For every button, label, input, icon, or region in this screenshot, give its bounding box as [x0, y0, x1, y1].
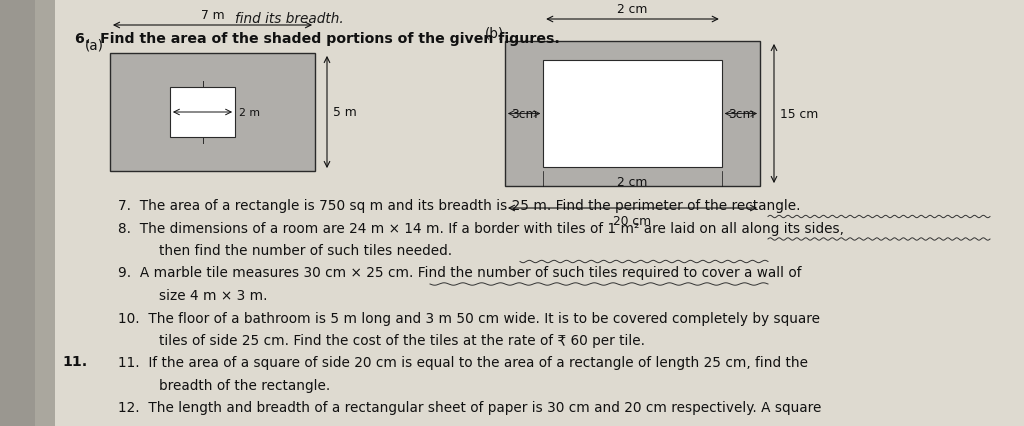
- Text: 7.  The area of a rectangle is 750 sq m and its breadth is 25 m. Find the perime: 7. The area of a rectangle is 750 sq m a…: [118, 199, 801, 213]
- Bar: [170, 88, 234, 138]
- Text: 6.  Find the area of the shaded portions of the given figures.: 6. Find the area of the shaded portions …: [75, 32, 560, 46]
- Text: breadth of the rectangle.: breadth of the rectangle.: [159, 378, 330, 392]
- Bar: [505, 42, 760, 187]
- Text: 3cm: 3cm: [728, 108, 754, 121]
- Text: size 4 m × 3 m.: size 4 m × 3 m.: [159, 288, 267, 302]
- Text: 15 cm: 15 cm: [780, 108, 818, 121]
- Text: 5 m: 5 m: [333, 106, 356, 119]
- Text: (b): (b): [485, 26, 504, 40]
- Text: 11.  If the area of a square of side 20 cm is equal to the area of a rectangle o: 11. If the area of a square of side 20 c…: [118, 356, 808, 370]
- Text: 8.  The dimensions of a room are 24 m × 14 m. If a border with tiles of 1 m² are: 8. The dimensions of a room are 24 m × 1…: [118, 221, 844, 235]
- Text: 12.  The length and breadth of a rectangular sheet of paper is 30 cm and 20 cm r: 12. The length and breadth of a rectangu…: [118, 400, 821, 414]
- Text: then find the number of such tiles needed.: then find the number of such tiles neede…: [159, 243, 452, 257]
- Bar: [544, 61, 722, 167]
- Text: 10.  The floor of a bathroom is 5 m long and 3 m 50 cm wide. It is to be covered: 10. The floor of a bathroom is 5 m long …: [118, 311, 820, 325]
- Bar: [110, 54, 315, 172]
- Text: find its breadth.: find its breadth.: [234, 12, 344, 26]
- Text: 2 cm: 2 cm: [617, 3, 648, 16]
- Text: 2 cm: 2 cm: [617, 176, 648, 188]
- Bar: [35, 0, 60, 426]
- Text: 2 m: 2 m: [239, 108, 260, 118]
- Text: tiles of side 25 cm. Find the cost of the tiles at the rate of ₹ 60 per tile.: tiles of side 25 cm. Find the cost of th…: [159, 333, 645, 347]
- Text: 3cm: 3cm: [511, 108, 538, 121]
- Text: 9.  A marble tile measures 30 cm × 25 cm. Find the number of such tiles required: 9. A marble tile measures 30 cm × 25 cm.…: [118, 266, 801, 280]
- Text: 11.: 11.: [62, 354, 87, 368]
- Text: 20 cm: 20 cm: [613, 215, 651, 227]
- Text: 7 m: 7 m: [201, 9, 224, 22]
- Text: (a): (a): [85, 38, 104, 52]
- Bar: [0, 0, 55, 426]
